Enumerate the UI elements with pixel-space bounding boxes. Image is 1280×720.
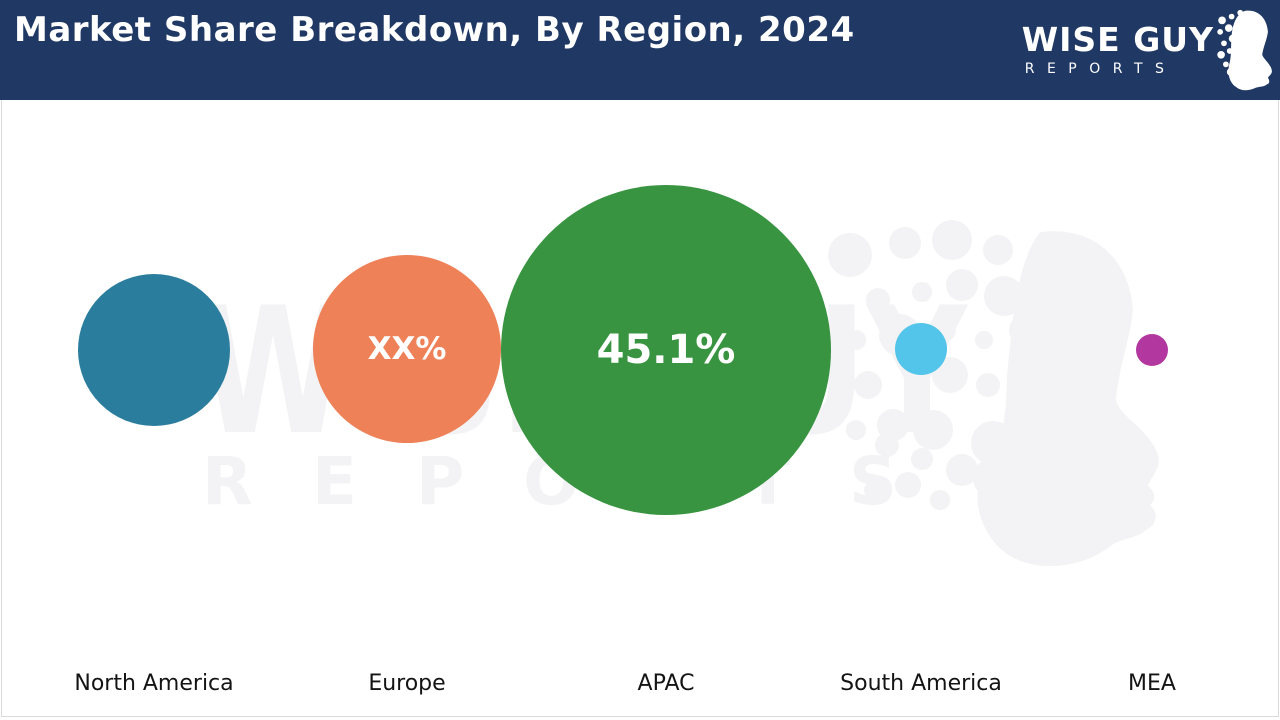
category-labels: North America Europe APAC South America MEA — [0, 671, 1280, 703]
bubble-value-label: XX% — [367, 331, 447, 367]
category-label-south-america: South America — [840, 671, 1002, 696]
category-label-north-america: North America — [74, 671, 234, 696]
header-bar: Market Share Breakdown, By Region, 2024 … — [0, 0, 1280, 100]
bubble-value-label: 45.1% — [596, 327, 736, 373]
bubble-south-america[interactable] — [895, 323, 947, 375]
bubble-apac[interactable]: 45.1% — [501, 185, 831, 515]
category-label-europe: Europe — [368, 671, 446, 696]
bubble-north-america[interactable] — [78, 274, 230, 426]
brand-logo: WISE GUY REPORTS — [1022, 4, 1274, 96]
category-label-mea: MEA — [1128, 671, 1176, 696]
bubble-mea[interactable] — [1136, 334, 1168, 366]
page-title: Market Share Breakdown, By Region, 2024 — [14, 10, 855, 50]
bubble-europe[interactable]: XX% — [313, 255, 501, 443]
brand-subtitle: REPORTS — [1024, 60, 1177, 77]
category-label-apac: APAC — [637, 671, 695, 696]
brand-name: WISE GUY — [1021, 20, 1214, 60]
brand-logo-text: WISE GUY REPORTS — [1022, 23, 1214, 77]
logo-head-icon — [1217, 9, 1272, 91]
